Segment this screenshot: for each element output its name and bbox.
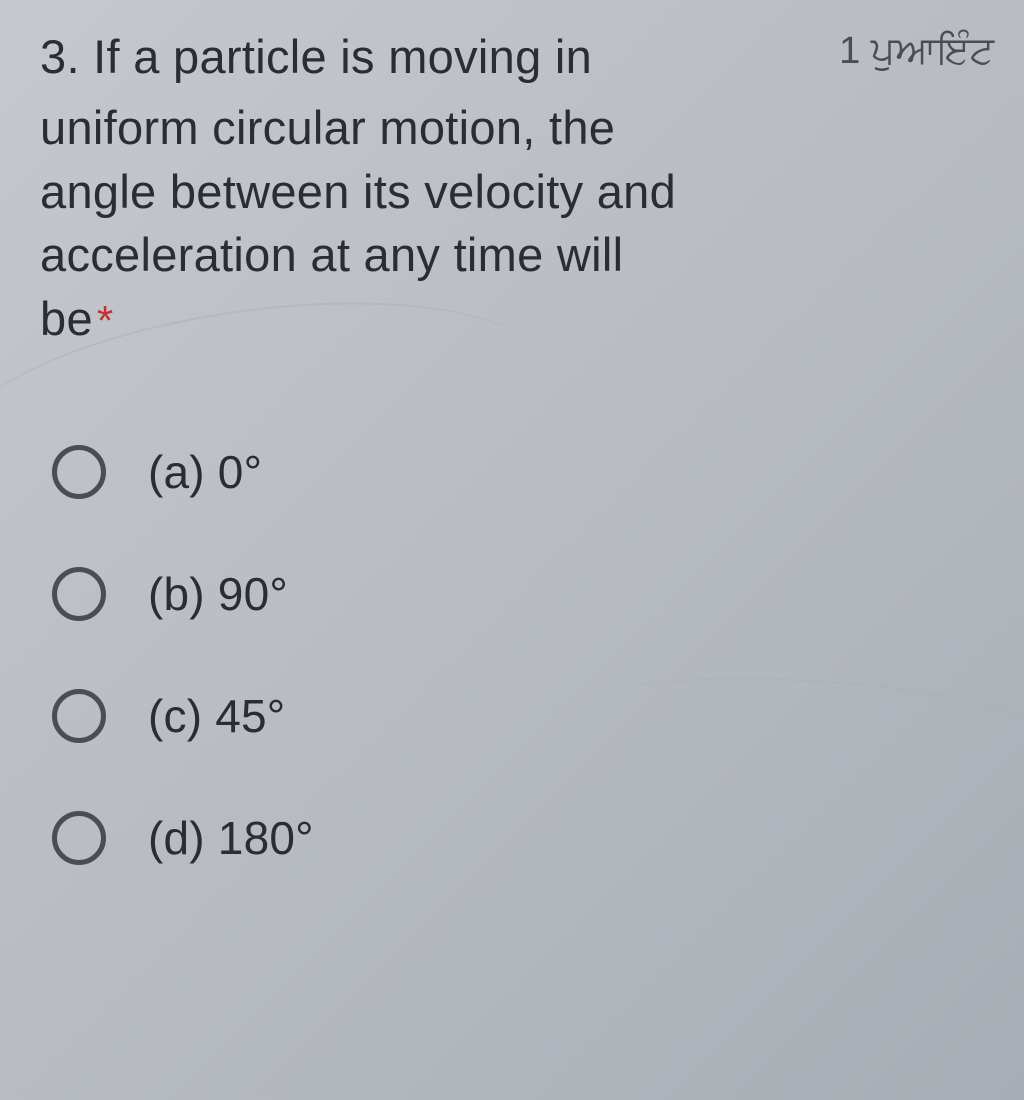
radio-icon[interactable]	[52, 567, 106, 621]
question-line2: uniform circular motion, the	[40, 96, 994, 159]
option-label-a: (a) 0°	[148, 445, 262, 499]
question-body: uniform circular motion, the angle betwe…	[40, 96, 994, 350]
option-row-c[interactable]: (c) 45°	[52, 689, 994, 743]
required-star-icon: *	[97, 297, 114, 344]
question-line3: angle between its velocity and	[40, 160, 994, 223]
option-label-b: (b) 90°	[148, 567, 288, 621]
points-label: 1 ਪੁਆਇੰਟ	[839, 30, 994, 73]
radio-icon[interactable]	[52, 445, 106, 499]
radio-icon[interactable]	[52, 811, 106, 865]
radio-icon[interactable]	[52, 689, 106, 743]
option-label-d: (d) 180°	[148, 811, 314, 865]
question-line1: If a particle is moving in	[93, 30, 592, 83]
option-row-d[interactable]: (d) 180°	[52, 811, 994, 865]
question-number: 3.	[40, 30, 80, 83]
question-line5: be	[40, 292, 93, 345]
option-row-a[interactable]: (a) 0°	[52, 445, 994, 499]
option-row-b[interactable]: (b) 90°	[52, 567, 994, 621]
question-first-line: 3. If a particle is moving in	[40, 25, 819, 88]
question-line4: acceleration at any time will	[40, 223, 994, 286]
options-container: (a) 0° (b) 90° (c) 45° (d) 180°	[40, 445, 994, 865]
option-label-c: (c) 45°	[148, 689, 285, 743]
